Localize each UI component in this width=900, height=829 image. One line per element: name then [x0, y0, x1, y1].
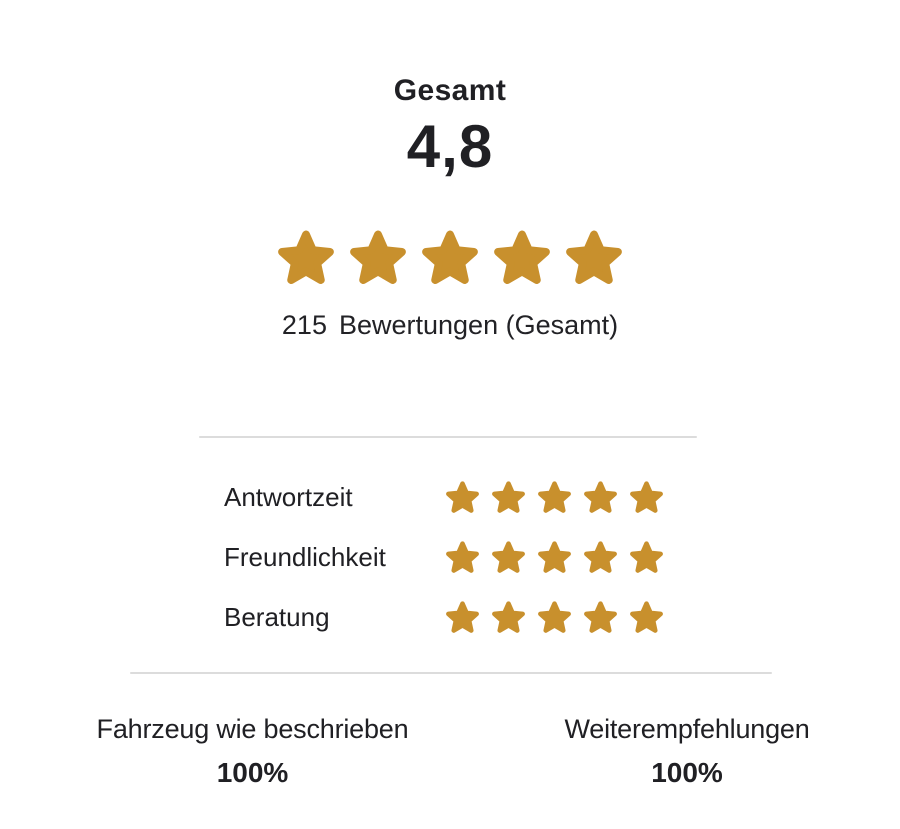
- star-icon: [538, 600, 571, 633]
- star-icon: [350, 230, 406, 284]
- category-ratings: Antwortzeit Freundlichkeit Beratung: [224, 479, 674, 659]
- star-icon: [584, 480, 617, 513]
- reviews-count: 215: [281, 310, 327, 340]
- reviews-label: Bewertungen (Gesamt): [338, 310, 619, 340]
- category-row-antwortzeit: Antwortzeit: [224, 479, 674, 515]
- stat-label: Weiterempfehlungen: [564, 714, 810, 744]
- stat-vehicle-as-described: Fahrzeug wie beschrieben 100%: [80, 714, 425, 789]
- star-icon: [492, 600, 525, 633]
- overall-star-rating: [0, 230, 900, 286]
- star-icon: [538, 540, 571, 573]
- star-icon: [584, 540, 617, 573]
- overall-title: Gesamt: [393, 74, 507, 107]
- star-icon: [538, 480, 571, 513]
- stat-value: 100%: [651, 757, 723, 788]
- star-icon: [446, 480, 479, 513]
- star-icon: [630, 540, 663, 573]
- star-icon: [492, 540, 525, 573]
- star-icon: [278, 230, 334, 284]
- star-icon: [584, 600, 617, 633]
- divider-top: [199, 436, 697, 438]
- star-icon: [494, 230, 550, 284]
- category-star-rating: [446, 600, 663, 634]
- star-icon: [492, 480, 525, 513]
- star-icon: [630, 480, 663, 513]
- category-row-freundlichkeit: Freundlichkeit: [224, 539, 674, 575]
- star-icon: [446, 540, 479, 573]
- star-icon: [446, 600, 479, 633]
- star-icon: [566, 230, 622, 284]
- star-icon: [630, 600, 663, 633]
- category-star-rating: [446, 540, 663, 574]
- star-icon: [422, 230, 478, 284]
- divider-bottom: [130, 672, 772, 674]
- stat-label: Fahrzeug wie beschrieben: [96, 714, 409, 744]
- stat-value: 100%: [216, 757, 289, 788]
- category-label: Antwortzeit: [224, 481, 353, 512]
- category-row-beratung: Beratung: [224, 599, 674, 635]
- reviews-caption: 215 Bewertungen (Gesamt): [0, 310, 900, 341]
- overall-score: 4,8: [406, 113, 494, 180]
- category-label: Beratung: [224, 601, 330, 632]
- category-label: Freundlichkeit: [224, 541, 386, 572]
- category-star-rating: [446, 480, 663, 514]
- stat-recommendations: Weiterempfehlungen 100%: [544, 714, 830, 789]
